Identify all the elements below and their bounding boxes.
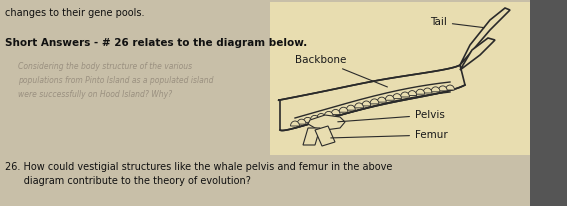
Text: Tail: Tail: [430, 17, 484, 28]
Polygon shape: [431, 87, 440, 92]
Polygon shape: [308, 115, 345, 130]
Polygon shape: [446, 85, 455, 90]
Text: were successfully on Hood Island? Why?: were successfully on Hood Island? Why?: [18, 90, 172, 99]
Polygon shape: [346, 105, 356, 110]
Polygon shape: [303, 117, 312, 122]
Bar: [530, 0, 567, 206]
Polygon shape: [339, 107, 348, 112]
Polygon shape: [297, 119, 306, 124]
FancyBboxPatch shape: [270, 2, 530, 155]
Polygon shape: [354, 103, 363, 108]
Text: Short Answers - # 26 relates to the diagram below.: Short Answers - # 26 relates to the diag…: [5, 38, 307, 48]
Text: 26. How could vestigial structures like the whale pelvis and femur in the above: 26. How could vestigial structures like …: [5, 162, 392, 172]
Polygon shape: [315, 126, 335, 146]
Text: diagram contribute to the theory of evolution?: diagram contribute to the theory of evol…: [5, 176, 251, 186]
Polygon shape: [290, 121, 299, 126]
Polygon shape: [331, 109, 340, 114]
Polygon shape: [303, 128, 320, 145]
Polygon shape: [460, 38, 495, 70]
Text: populations from Pinto Island as a populated island: populations from Pinto Island as a popul…: [18, 76, 214, 85]
Polygon shape: [400, 92, 409, 97]
Polygon shape: [278, 65, 465, 130]
Polygon shape: [438, 86, 447, 91]
Polygon shape: [317, 114, 325, 118]
Polygon shape: [385, 95, 394, 100]
Polygon shape: [324, 111, 333, 116]
Polygon shape: [460, 8, 510, 65]
Polygon shape: [392, 94, 401, 99]
Polygon shape: [310, 115, 319, 120]
Text: Backbone: Backbone: [295, 55, 387, 87]
Polygon shape: [377, 97, 386, 102]
Text: Considering the body structure of the various: Considering the body structure of the va…: [18, 62, 192, 71]
Text: changes to their gene pools.: changes to their gene pools.: [5, 8, 145, 18]
Polygon shape: [370, 99, 379, 104]
Polygon shape: [423, 88, 432, 93]
Polygon shape: [408, 91, 417, 96]
Text: Pelvis: Pelvis: [338, 110, 445, 122]
Polygon shape: [416, 89, 425, 94]
Polygon shape: [362, 101, 371, 106]
Text: Femur: Femur: [331, 130, 448, 140]
